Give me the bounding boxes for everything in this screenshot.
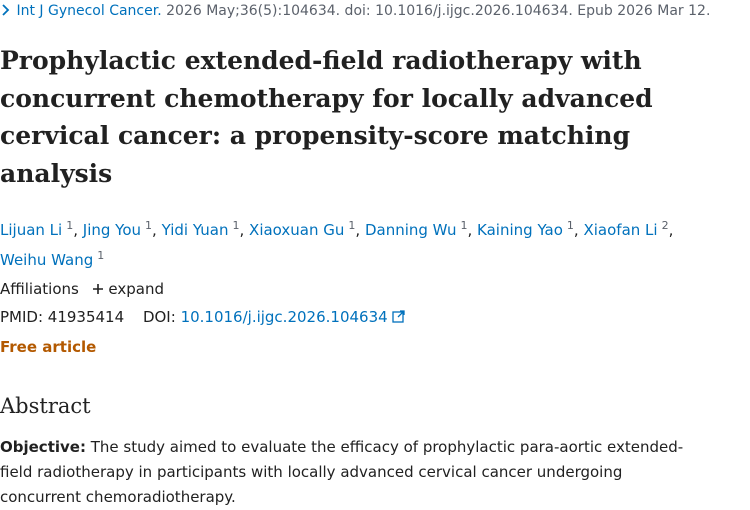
author: Kaining Yao 1, [477,219,579,239]
expand-button[interactable]: expand [92,280,164,298]
author: Lijuan Li 1, [0,219,78,239]
author-separator: , [668,221,674,239]
author-separator: , [73,221,78,239]
author: Yidi Yuan 1, [161,219,245,239]
pmid-label: PMID: [0,308,44,326]
author: Weihu Wang 1 [0,249,105,269]
author: Xiaoxuan Gu 1, [249,219,361,239]
external-link-icon [392,310,406,323]
author-separator: , [573,221,579,239]
expand-label: expand [108,280,164,298]
author-separator: , [152,221,157,239]
author-name[interactable]: Lijuan Li [0,221,63,239]
ids-row: PMID: 41935414 DOI: 10.1016/j.ijgc.2026.… [0,308,406,326]
affiliation-number: 1 [66,219,74,232]
doi-value: 10.1016/j.ijgc.2026.104634 [180,308,388,326]
citation-details: 2026 May;36(5):104634. doi: 10.1016/j.ij… [166,3,711,19]
author-name[interactable]: Xiaoxuan Gu [249,221,345,239]
journal-link[interactable]: Int J Gynecol Cancer. [16,3,162,19]
author-name[interactable]: Kaining Yao [477,221,563,239]
affiliation-number: 2 [661,219,669,232]
objective-text: The study aimed to evaluate the efficacy… [0,438,684,506]
author: Jing You 1, [82,219,157,239]
affiliation-number: 1 [566,219,574,232]
author-name[interactable]: Weihu Wang [0,251,94,269]
author-name[interactable]: Jing You [82,221,142,239]
author: Danning Wu 1, [364,219,473,239]
affiliations-label: Affiliations [0,280,79,298]
author-separator: , [239,221,245,239]
author: Xiaofan Li 2, [583,219,674,239]
author-separator: , [355,221,361,239]
objective-label: Objective: [0,438,86,456]
abstract-objective: Objective: The study aimed to evaluate t… [0,435,700,510]
abstract-heading: Abstract [0,394,91,418]
author-list: Lijuan Li 1, Jing You 1, Yidi Yuan 1, Xiaox… [0,213,720,273]
doi-link[interactable]: 10.1016/j.ijgc.2026.104634 [181,308,406,326]
author-separator: , [467,221,473,239]
author-name[interactable]: Xiaofan Li [583,221,658,239]
citation: Int J Gynecol Cancer. 2026 May;36(5):104… [0,3,710,19]
article-title: Prophylactic extended-field radiotherapy… [0,46,653,188]
free-article: Free article [0,338,97,356]
affiliations-row: Affiliations expand [0,280,164,298]
plus-icon [92,284,103,294]
affiliation-number: 1 [348,219,356,232]
affiliation-number: 1 [460,219,468,232]
doi-label: DOI: [142,308,176,326]
author-name[interactable]: Yidi Yuan [161,221,229,239]
affiliation-number: 1 [145,219,153,232]
affiliation-number: 1 [232,219,240,232]
chevron-icon [2,4,10,16]
pmid: 41935414 [47,308,125,326]
affiliation-number: 1 [97,249,105,262]
author-name[interactable]: Danning Wu [364,221,457,239]
